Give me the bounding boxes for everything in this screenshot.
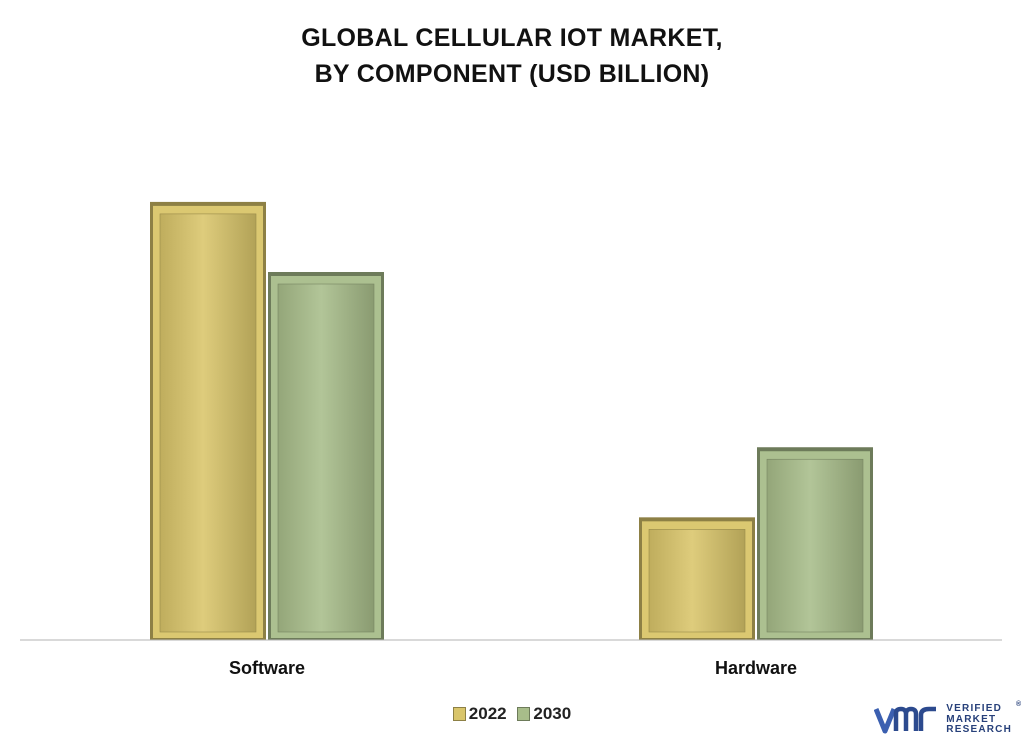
legend-item-2022: 2022 xyxy=(452,704,507,724)
legend-label-2030: 2030 xyxy=(533,704,572,723)
legend-item-2030: 2030 xyxy=(517,704,571,724)
bar-hardware-2030 xyxy=(757,447,873,640)
vmr-logo-icon xyxy=(874,706,937,734)
bar-software-2022 xyxy=(150,201,266,640)
bar-face xyxy=(277,283,375,633)
brand-name-line-3: RESEARCH xyxy=(946,724,1012,736)
chart-title: GLOBAL CELLULAR IOT MARKET, BY COMPONENT… xyxy=(0,20,1024,92)
brand-name-line-2: MARKET xyxy=(946,713,997,725)
brand-name: VERIFIED MARKET RESEARCH ® xyxy=(946,701,1021,736)
bar-hardware-2022 xyxy=(639,517,755,640)
brand-logo: VERIFIED MARKET RESEARCH ® xyxy=(874,700,1021,740)
chart-title-line-2: BY COMPONENT (USD BILLION) xyxy=(314,60,710,88)
legend-swatch-2022 xyxy=(452,707,466,721)
legend: 2022 2030 xyxy=(0,704,1024,726)
category-label-hardware: Hardware xyxy=(714,658,798,678)
bar-face xyxy=(766,458,864,633)
bar-face xyxy=(648,529,746,633)
chart-title-line-1: GLOBAL CELLULAR IOT MARKET, xyxy=(301,24,723,52)
legend-swatch-2030 xyxy=(517,707,531,721)
legend-label-2022: 2022 xyxy=(468,704,507,723)
bar-face xyxy=(159,213,257,633)
category-label-software: Software xyxy=(228,658,306,678)
bar-software-2030 xyxy=(268,272,384,640)
brand-name-line-1: VERIFIED xyxy=(946,703,1002,715)
registered-mark: ® xyxy=(1015,701,1021,709)
